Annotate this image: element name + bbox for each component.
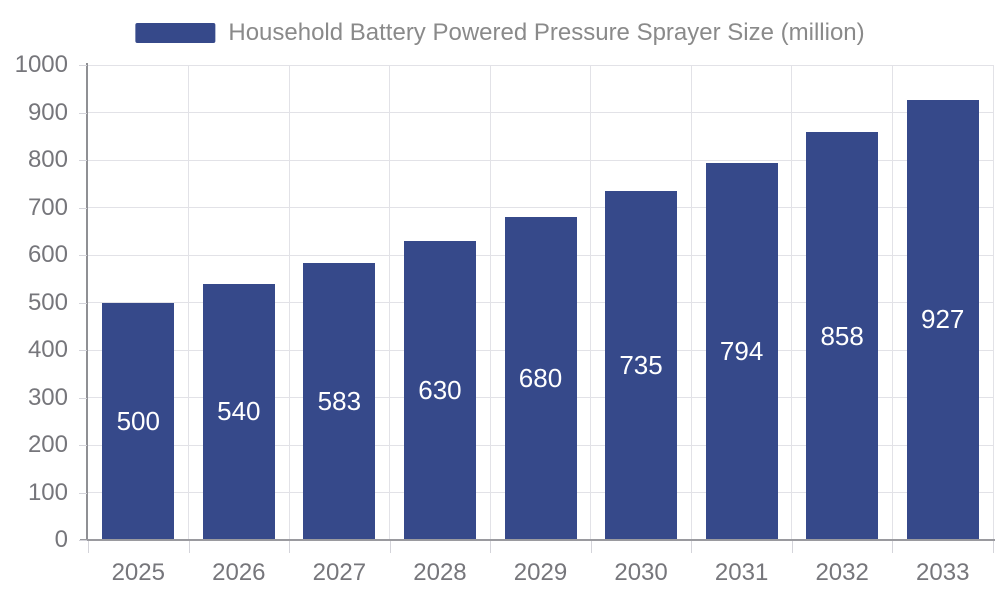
x-axis-tick bbox=[993, 541, 994, 553]
x-axis-tick bbox=[188, 541, 190, 553]
legend-swatch bbox=[135, 23, 216, 43]
y-axis-tick bbox=[79, 540, 87, 541]
y-axis-label: 900 bbox=[27, 98, 68, 126]
y-axis-label: 200 bbox=[27, 431, 68, 458]
x-grid-line bbox=[590, 65, 592, 540]
bar[interactable]: 927 bbox=[906, 99, 979, 540]
y-axis-tick bbox=[79, 255, 87, 256]
bar-value-label: 680 bbox=[518, 363, 563, 393]
bar-value-label: 735 bbox=[619, 349, 663, 380]
bar-value-label: 540 bbox=[217, 396, 261, 427]
x-axis-label: 2027 bbox=[312, 559, 367, 586]
x-grid-line bbox=[489, 65, 491, 540]
bar-value-label: 927 bbox=[921, 304, 965, 335]
y-grid-line bbox=[88, 207, 993, 208]
bar-value-label: 500 bbox=[116, 405, 160, 436]
y-axis-tick bbox=[79, 207, 87, 209]
x-axis-tick bbox=[590, 541, 592, 553]
legend-item[interactable]: Household Battery Powered Pressure Spray… bbox=[135, 19, 865, 47]
y-axis-label: 700 bbox=[27, 193, 68, 221]
x-axis-label: 2029 bbox=[513, 559, 568, 586]
x-grid-line bbox=[389, 65, 391, 540]
bar[interactable]: 735 bbox=[605, 190, 678, 540]
y-axis-label: 800 bbox=[27, 146, 68, 173]
bar[interactable]: 794 bbox=[705, 162, 778, 540]
y-grid-line bbox=[88, 112, 993, 113]
x-axis-tick bbox=[791, 541, 793, 553]
y-axis-label: 300 bbox=[27, 383, 68, 411]
bar-value-label: 630 bbox=[418, 374, 462, 405]
y-axis-tick bbox=[79, 397, 87, 399]
y-axis-line bbox=[86, 63, 88, 540]
x-grid-line bbox=[891, 65, 893, 540]
bar[interactable]: 630 bbox=[403, 240, 476, 540]
legend-label: Household Battery Powered Pressure Spray… bbox=[228, 19, 865, 46]
y-axis-label: 600 bbox=[27, 241, 68, 268]
bar[interactable]: 583 bbox=[303, 263, 376, 540]
x-grid-line bbox=[288, 65, 290, 540]
x-axis-label: 2026 bbox=[212, 559, 266, 586]
bar-value-label: 583 bbox=[317, 386, 362, 417]
bar[interactable]: 540 bbox=[202, 283, 275, 540]
x-grid-line bbox=[992, 65, 994, 540]
y-grid-line bbox=[88, 64, 993, 66]
y-axis-tick bbox=[79, 350, 87, 351]
x-grid-line bbox=[188, 65, 190, 540]
y-axis-tick bbox=[79, 65, 87, 66]
x-axis-label: 2025 bbox=[111, 559, 165, 586]
x-axis-line bbox=[80, 539, 995, 541]
y-axis-tick bbox=[79, 160, 87, 161]
bar[interactable]: 680 bbox=[504, 217, 577, 540]
x-axis-label: 2030 bbox=[614, 559, 668, 586]
y-axis-tick bbox=[79, 112, 87, 114]
x-axis-tick bbox=[88, 541, 89, 553]
x-axis-tick bbox=[892, 541, 894, 553]
x-axis-label: 2032 bbox=[815, 559, 869, 586]
x-axis-tick bbox=[389, 541, 391, 553]
y-axis-label: 0 bbox=[54, 526, 68, 553]
plot-area: 500 540 583 630 680 735 794 858 927 bbox=[88, 64, 994, 540]
x-axis-tick bbox=[691, 541, 693, 553]
y-axis-tick bbox=[79, 302, 87, 304]
x-axis-tick bbox=[490, 541, 492, 553]
y-axis-tick bbox=[79, 492, 87, 494]
bar[interactable]: 858 bbox=[806, 132, 879, 540]
x-axis-label: 2033 bbox=[916, 559, 970, 586]
x-grid-line bbox=[690, 65, 692, 540]
x-axis-label: 2028 bbox=[413, 559, 467, 586]
bar-value-label: 858 bbox=[820, 320, 864, 351]
y-axis-label: 400 bbox=[27, 336, 68, 363]
y-grid-line bbox=[88, 159, 993, 161]
y-axis-label: 100 bbox=[27, 478, 68, 506]
y-axis-label: 500 bbox=[27, 288, 68, 316]
bar-value-label: 794 bbox=[719, 335, 764, 366]
y-axis-label: 1000 bbox=[14, 51, 68, 78]
x-grid-line bbox=[791, 65, 793, 540]
y-axis-tick bbox=[79, 445, 87, 446]
x-axis-label: 2031 bbox=[714, 559, 769, 586]
x-axis-tick bbox=[289, 541, 291, 553]
bar[interactable]: 500 bbox=[102, 302, 175, 540]
